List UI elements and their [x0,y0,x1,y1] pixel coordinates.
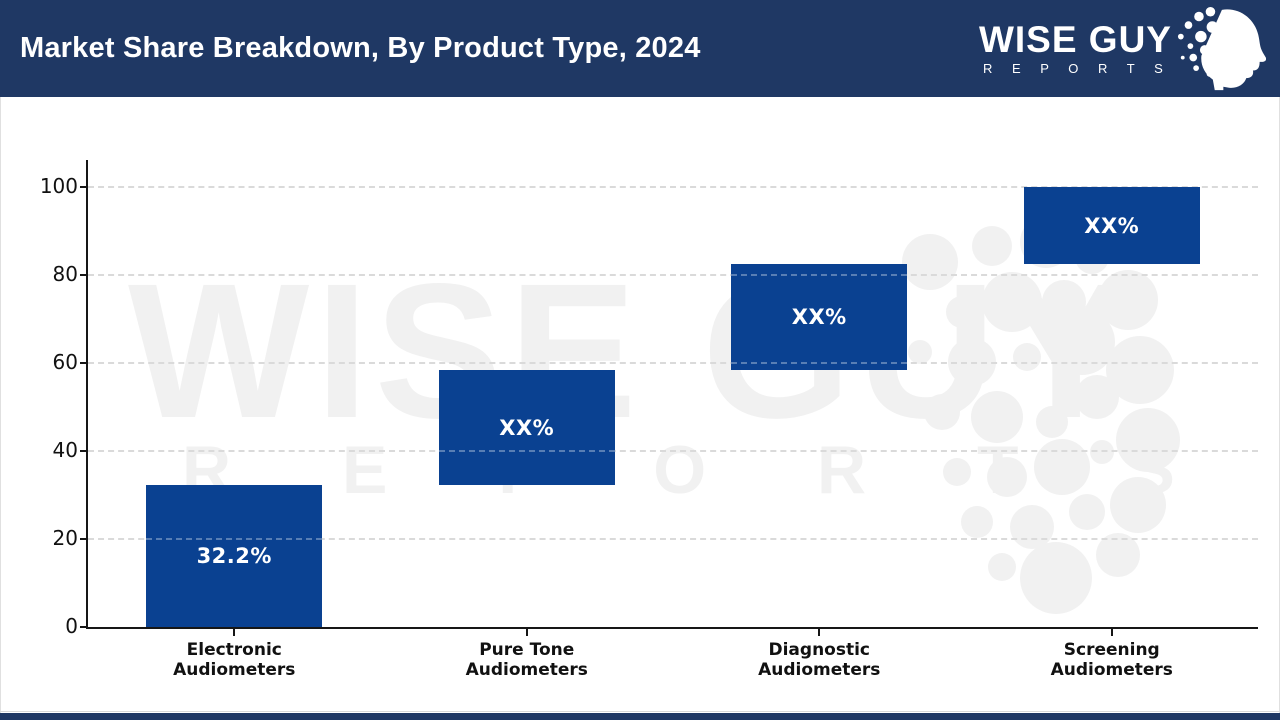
y-axis-tickmark [80,538,88,540]
watermark-dot [1036,406,1068,438]
x-axis-line [86,627,1258,629]
y-axis-tick-label: 0 [65,614,78,638]
watermark-dot [908,340,932,364]
x-axis-category-label: Pure Tone Audiometers [465,640,588,680]
bar-value-label: 32.2% [196,544,272,569]
brand-logo-text: WISE GUY R E P O R T S [979,21,1172,76]
y-axis-tick-label: 60 [52,350,78,374]
bar-value-label: XX% [1084,213,1140,238]
footer-divider [0,711,1280,712]
bar-value-label: XX% [499,415,555,440]
gridline-80 [88,274,1258,276]
left-edge-line [0,97,1,713]
watermark-dot [982,272,1042,332]
gridline-overlay [731,274,908,276]
gridline-40 [88,450,1258,452]
x-axis-category-label: Diagnostic Audiometers [758,640,881,680]
y-axis-tickmark [80,186,88,188]
waterfall-bar: XX% [731,264,908,371]
watermark-dot [988,553,1016,581]
watermark-dot [1010,505,1054,549]
watermark-dot [1098,270,1158,330]
y-axis-tick-label: 100 [39,174,78,198]
dotted-head-icon [1177,6,1266,90]
watermark-dot [961,506,993,538]
gridline-100 [88,186,1258,188]
watermark-dot [1069,494,1105,530]
watermark-dot [971,391,1023,443]
waterfall-bar: 32.2% [146,485,323,627]
watermark-dot [1020,542,1092,614]
y-axis-tickmark [80,362,88,364]
x-axis-category-label: Screening Audiometers [1050,640,1173,680]
waterfall-bar: XX% [438,370,615,486]
watermark-dot [987,457,1027,497]
watermark-dot [1049,309,1115,375]
y-axis-tick-label: 80 [52,262,78,286]
watermark-dot [1106,336,1174,404]
watermark-dot [1013,343,1041,371]
watermark-dot [902,234,958,290]
bar-value-label: XX% [791,305,847,330]
x-axis-tickmark [1110,629,1113,636]
x-axis-category-label: Electronic Audiometers [173,640,296,680]
x-axis-tickmark [233,629,236,636]
watermark-dot [946,296,978,328]
y-axis-tickmark [80,450,88,452]
footer-bar [0,713,1280,720]
watermark-dot [943,458,971,486]
y-axis-tick-label: 20 [52,526,78,550]
x-axis-tickmark [818,629,821,636]
watermark-dot [972,226,1012,266]
brand-logo: WISE GUY R E P O R T S [979,6,1266,92]
y-axis-tickmark [80,274,88,276]
y-axis-tick-label: 40 [52,438,78,462]
watermark-dot [1034,439,1090,495]
gridline-20 [88,538,1258,540]
y-axis-line [86,160,88,629]
brand-name: WISE GUY [978,19,1172,60]
watermark-dot [1090,440,1114,464]
header-bar: Market Share Breakdown, By Product Type,… [0,0,1280,97]
watermark-dot [1116,408,1180,472]
gridline-60 [88,362,1258,364]
y-axis-tickmark [80,626,88,628]
watermark-dot [1110,477,1166,533]
waterfall-bar: XX% [1023,187,1200,264]
x-axis-tickmark [525,629,528,636]
gridline-overlay [438,449,615,452]
watermark-dot [924,394,960,430]
watermark-dot [1096,533,1140,577]
brand-subtitle: R E P O R T S [982,61,1171,76]
gridline-overlay [146,537,323,540]
page-title: Market Share Breakdown, By Product Type,… [20,32,701,64]
gridline-overlay [731,362,908,364]
